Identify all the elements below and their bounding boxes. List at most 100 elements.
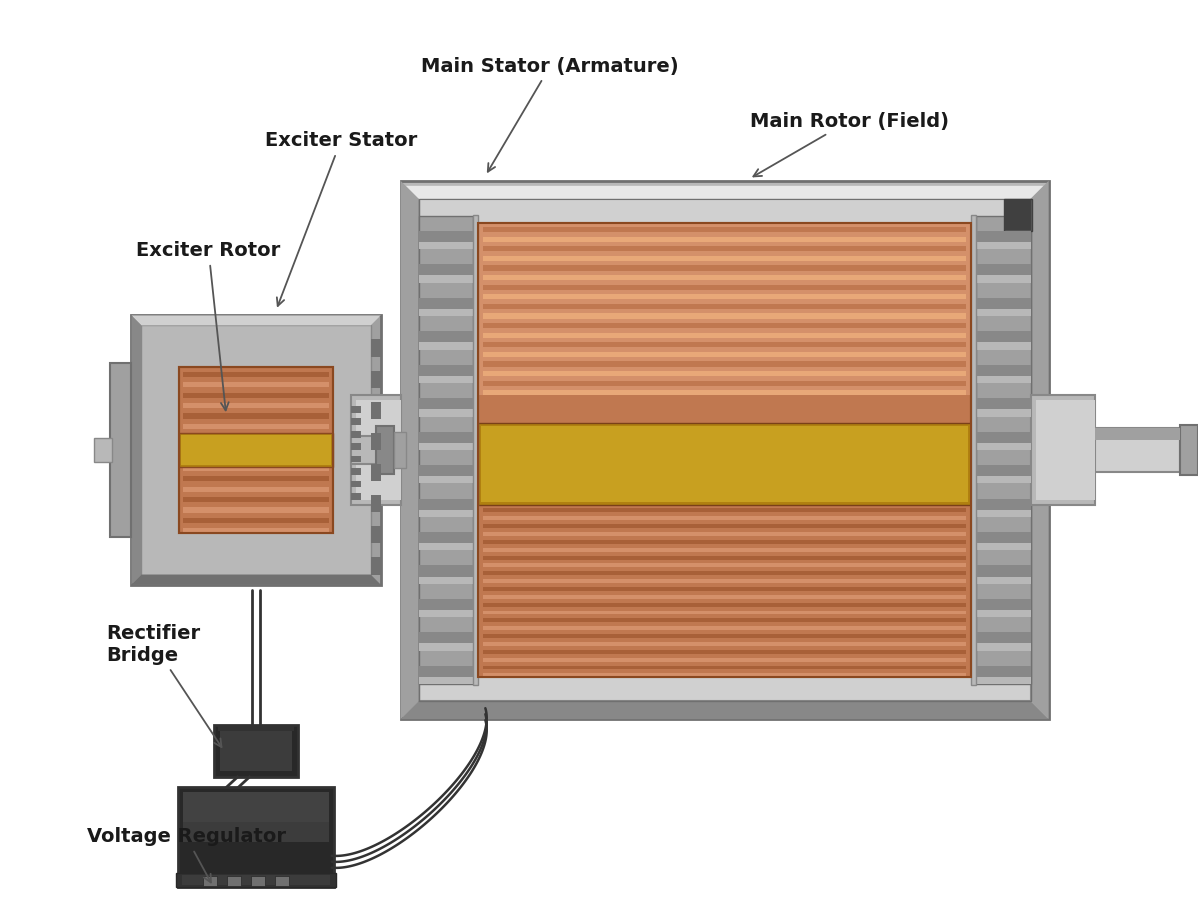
Bar [484,362,966,366]
Bar [976,342,1031,349]
Bar [976,331,1031,349]
Bar [419,298,473,316]
Bar [976,666,1031,684]
Bar [132,315,380,585]
Bar [203,876,217,886]
Bar [976,610,1031,617]
Bar [419,275,473,283]
Bar [182,424,329,429]
Bar [182,497,329,502]
Text: Exciter Stator: Exciter Stator [265,131,416,306]
Bar [394,432,406,468]
Bar [350,395,401,505]
Bar [484,634,966,638]
Text: Main Stator (Armature): Main Stator (Armature) [421,57,679,172]
Bar [976,398,1031,417]
Bar [419,509,473,517]
Bar [484,603,966,607]
Bar [484,352,966,357]
Bar [109,363,132,537]
Bar [371,339,380,356]
Bar [473,215,479,685]
Bar [350,493,361,500]
Bar [484,371,966,376]
Bar [419,342,473,349]
Bar [371,401,380,419]
Bar [484,342,966,347]
Polygon shape [401,181,419,719]
Bar [182,403,329,409]
Bar [976,410,1031,417]
Bar [484,579,966,583]
Bar [419,199,1031,701]
Bar [419,398,473,417]
Text: Voltage Regulator: Voltage Regulator [86,827,286,882]
Bar [214,725,298,777]
Bar [484,517,966,520]
Bar [419,644,473,651]
Bar [181,436,331,464]
Bar [251,876,265,886]
Bar [419,532,473,551]
Bar [182,455,329,461]
Polygon shape [132,315,142,585]
Bar [179,366,334,534]
Bar [976,476,1031,483]
Polygon shape [401,701,1049,719]
Bar [371,371,380,388]
Bar [484,540,966,544]
Bar [1004,200,1031,230]
Bar [976,633,1031,651]
Bar [419,476,473,483]
Bar [182,476,329,482]
Bar [976,509,1031,517]
Bar [350,443,361,450]
Bar [971,215,976,685]
Bar [371,495,380,512]
Text: Exciter Rotor: Exciter Rotor [137,241,281,410]
Bar [976,644,1031,651]
Bar [976,543,1031,551]
Text: Main Rotor (Field): Main Rotor (Field) [750,112,949,176]
Bar [976,309,1031,316]
Bar [484,572,966,575]
Bar [419,633,473,651]
Bar [182,445,329,450]
Bar [479,423,971,505]
Polygon shape [1096,428,1181,440]
Bar [976,598,1031,617]
Bar [484,587,966,591]
Bar [350,436,380,464]
Bar [484,563,966,567]
Bar [1181,425,1198,475]
Bar [484,595,966,598]
Bar [419,216,473,684]
Bar [1096,428,1181,472]
Bar [220,725,292,771]
Bar [976,375,1031,383]
Bar [976,265,1031,283]
Bar [976,275,1031,283]
Bar [419,331,473,349]
Bar [179,787,334,886]
Bar [142,326,371,574]
Bar [94,438,112,462]
Bar [419,199,1031,701]
Bar [419,543,473,551]
Bar [976,242,1031,249]
Bar [275,876,289,886]
Bar [419,375,473,383]
Bar [1003,199,1032,230]
Bar [484,323,966,328]
Bar [218,725,294,731]
Bar [484,626,966,630]
Bar [371,433,380,450]
Bar [419,677,473,684]
Bar [179,433,334,467]
Bar [419,499,473,517]
Bar [484,284,966,290]
Bar [371,557,380,574]
Bar [179,433,334,467]
Bar [976,364,1031,383]
Bar [419,309,473,316]
